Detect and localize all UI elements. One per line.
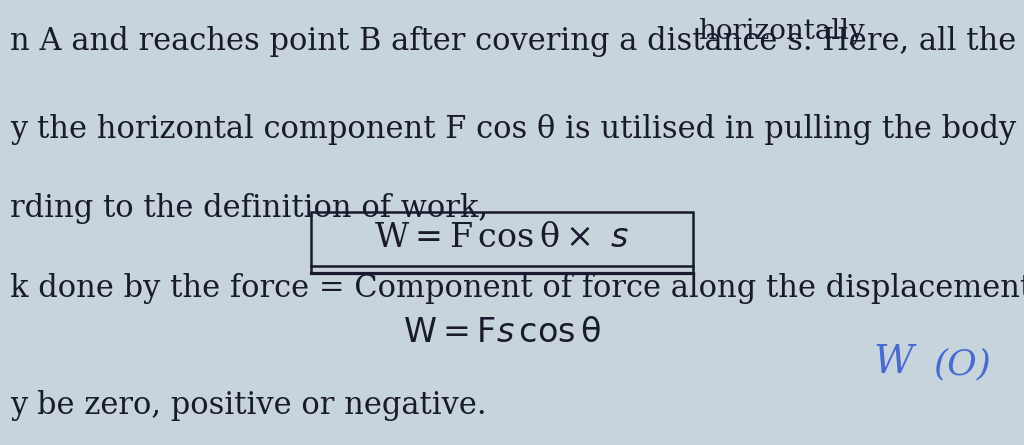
Text: $\mathregular{W = F\,cos\,\theta \times}$ $\mathit{s}$: $\mathregular{W = F\,cos\,\theta \times}… [374, 222, 630, 254]
Text: y the horizontal component F cos θ is utilised in pulling the body along th: y the horizontal component F cos θ is ut… [10, 114, 1024, 145]
Text: rding to the definition of work,: rding to the definition of work, [10, 193, 488, 224]
Text: n A and reaches point B after covering a distance s. Here, all the force F is: n A and reaches point B after covering a… [10, 26, 1024, 57]
Text: horizontally: horizontally [697, 17, 864, 44]
Text: k done by the force = Component of force along the displacement × dis: k done by the force = Component of force… [10, 273, 1024, 303]
Text: W: W [873, 344, 913, 381]
Bar [311, 212, 692, 273]
Text: y be zero, positive or negative.: y be zero, positive or negative. [10, 390, 486, 421]
Text: $\mathrm{W = F}$$\mathit{s}$$\mathrm{\,cos\,\theta}$: $\mathrm{W = F}$$\mathit{s}$$\mathrm{\,c… [402, 317, 601, 349]
Text: (O): (O) [934, 348, 991, 381]
Text: ases :: ases : [10, 440, 98, 445]
